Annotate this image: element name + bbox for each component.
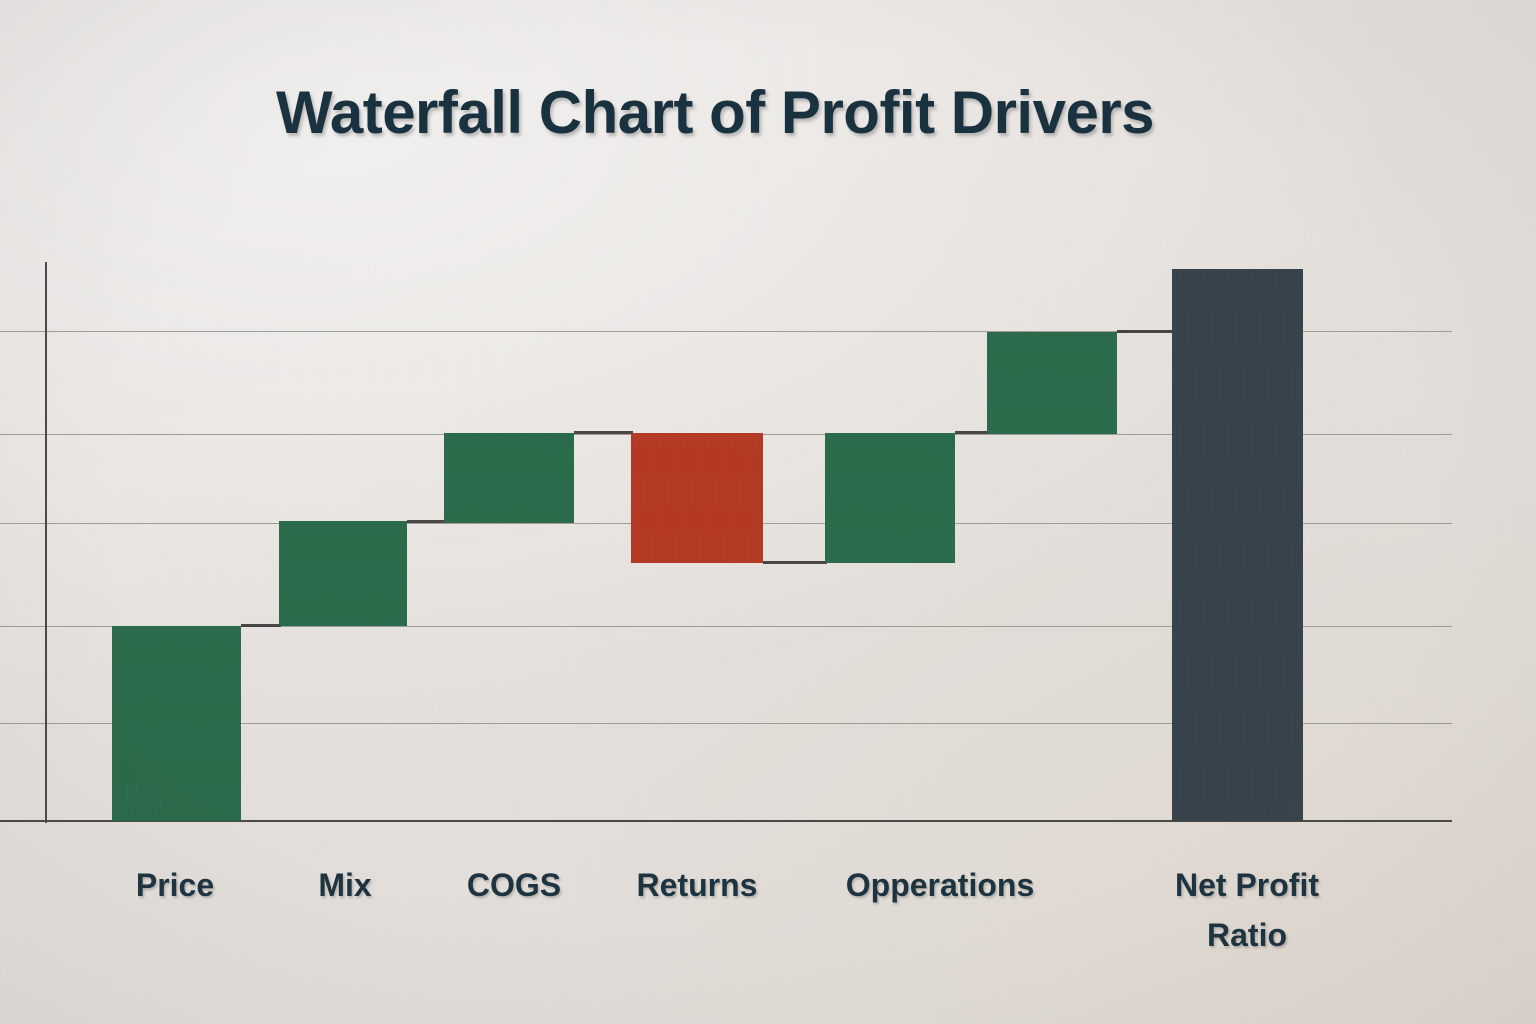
x-axis-label-price: Price [135, 867, 215, 903]
page-title: Waterfall Chart of Profit Drivers [275, 79, 1155, 146]
gridline [0, 331, 1452, 332]
bar-mix[interactable] [279, 521, 407, 626]
bar-texture [444, 433, 574, 523]
connector-price-mix [241, 624, 281, 627]
x-axis-label-operations: Opperations [845, 867, 1035, 903]
bar-texture [825, 433, 955, 563]
connector-operations-gain [955, 431, 989, 434]
x-axis-label-returns: Returns [636, 867, 758, 903]
bar-texture [987, 332, 1117, 434]
bar-texture [279, 521, 407, 626]
bar-operations[interactable] [825, 433, 955, 563]
x-axis-line [0, 820, 1452, 822]
bar-extra-gain[interactable] [987, 332, 1117, 434]
y-axis-line [45, 262, 47, 823]
x-axis-label-mix: Mix [318, 867, 372, 903]
connector-gain-total [1117, 330, 1174, 333]
x-axis-label-cogs: COGS [466, 867, 562, 903]
connector-returns-operations [763, 561, 827, 564]
connector-mix-cogs [407, 520, 446, 523]
bar-cogs[interactable] [444, 433, 574, 523]
bar-net-profit-ratio[interactable] [1172, 269, 1303, 821]
bar-texture [1172, 269, 1303, 821]
bar-returns[interactable] [631, 433, 763, 563]
x-axis-label-net-profit-ratio: Net Profit Ratio [1175, 867, 1319, 953]
connector-cogs-returns [574, 431, 633, 434]
bar-texture [631, 433, 763, 563]
gridline [0, 626, 1452, 627]
bar-price[interactable] [112, 626, 241, 821]
bar-texture [112, 626, 241, 821]
gridline [0, 723, 1452, 724]
